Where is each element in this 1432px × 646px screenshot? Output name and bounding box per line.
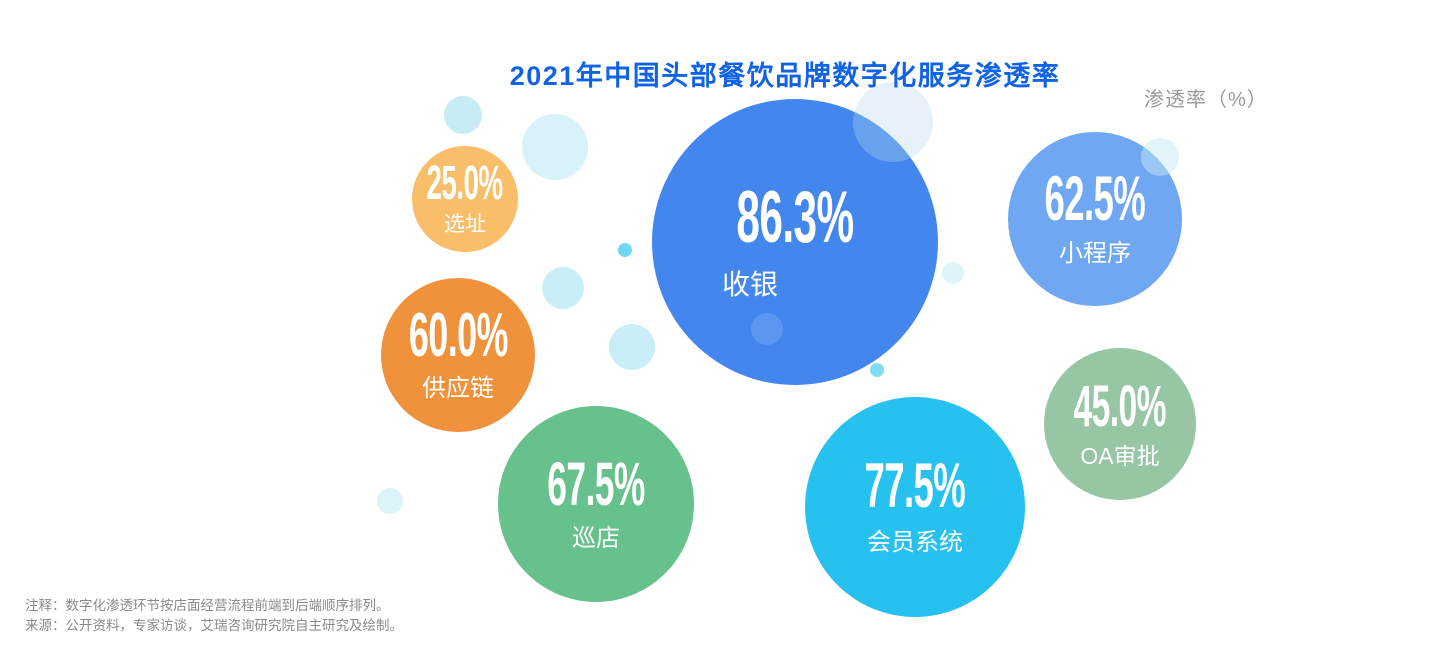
bubble-value: 25.0% <box>426 157 504 211</box>
bubble-label: 收银 <box>721 268 778 300</box>
chart-title: 2021年中国头部餐饮品牌数字化服务渗透率 <box>509 61 1061 91</box>
data-bubble: 45.0% OA审批 <box>1044 348 1196 500</box>
bubble-label: 小程序 <box>1059 240 1131 268</box>
bubble-value: 45.0% <box>1073 373 1167 439</box>
bubble-label: OA审批 <box>1080 442 1160 469</box>
bubble-label: 巡店 <box>572 524 620 552</box>
bubble-value: 86.3% <box>736 177 854 259</box>
bubble-value: 60.0% <box>408 301 508 371</box>
data-bubble: 77.5% 会员系统 <box>805 397 1025 617</box>
note-annotation: 注释：数字化渗透环节按店面经营流程前端到后端顺序排列。 <box>25 598 390 613</box>
data-bubble: 25.0% 选址 <box>412 146 518 252</box>
data-bubble: 86.3% 收银 <box>652 99 938 385</box>
bubble-value: 67.5% <box>547 449 645 518</box>
data-bubble: 62.5% 小程序 <box>1008 132 1182 306</box>
bubble-label: 会员系统 <box>867 529 963 557</box>
bubble-label: 供应链 <box>422 375 494 403</box>
note-source: 来源：公开资料，专家访谈，艾瑞咨询研究院自主研究及绘制。 <box>25 618 403 633</box>
data-bubble: 60.0% 供应链 <box>381 278 535 432</box>
unit-label: 渗透率（%） <box>1144 89 1268 111</box>
bubble-value: 62.5% <box>1044 164 1146 235</box>
bubble-value: 77.5% <box>864 451 966 522</box>
data-bubble: 67.5% 巡店 <box>498 406 694 602</box>
footnotes: 注释：数字化渗透环节按店面经营流程前端到后端顺序排列。 来源：公开资料，专家访谈… <box>25 596 403 636</box>
bubble-label: 选址 <box>444 212 486 236</box>
